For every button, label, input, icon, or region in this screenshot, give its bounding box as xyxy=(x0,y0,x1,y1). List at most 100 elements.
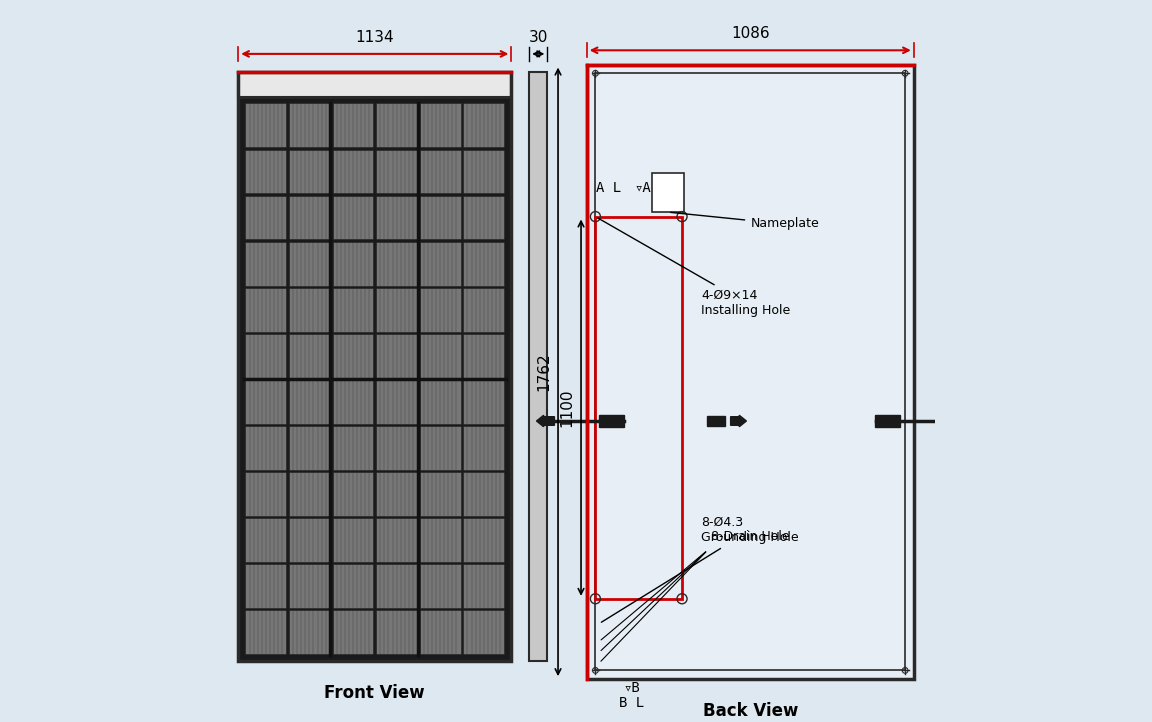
Bar xyxy=(419,149,461,193)
Bar xyxy=(245,518,286,562)
Bar xyxy=(333,564,373,608)
Bar xyxy=(245,334,286,378)
Bar xyxy=(289,287,329,331)
Bar xyxy=(419,242,461,285)
Bar xyxy=(333,196,373,240)
Bar xyxy=(596,74,905,671)
Bar xyxy=(463,518,505,562)
Bar xyxy=(245,610,286,654)
Bar xyxy=(463,196,505,240)
Bar xyxy=(419,426,461,470)
FancyArrow shape xyxy=(946,415,964,427)
Bar xyxy=(333,610,373,654)
Bar xyxy=(419,196,461,240)
Bar xyxy=(238,72,511,661)
Bar xyxy=(463,287,505,331)
Text: B L: B L xyxy=(620,696,644,710)
Text: Front View: Front View xyxy=(325,684,425,703)
Bar xyxy=(289,242,329,285)
Bar xyxy=(463,472,505,516)
FancyArrow shape xyxy=(537,415,554,427)
Bar xyxy=(419,287,461,331)
Bar xyxy=(377,242,417,285)
Bar xyxy=(238,72,511,97)
Text: 1086: 1086 xyxy=(730,26,770,41)
Bar xyxy=(377,426,417,470)
FancyArrow shape xyxy=(730,415,746,427)
Bar xyxy=(245,426,286,470)
Bar xyxy=(245,380,286,424)
Bar xyxy=(596,217,682,599)
Bar xyxy=(419,103,461,147)
Bar xyxy=(377,610,417,654)
Bar xyxy=(377,380,417,424)
Text: 1134: 1134 xyxy=(356,30,394,45)
Bar xyxy=(463,564,505,608)
Bar xyxy=(289,196,329,240)
Text: 1762: 1762 xyxy=(536,352,551,391)
Bar xyxy=(419,564,461,608)
Bar xyxy=(463,426,505,470)
Bar xyxy=(707,416,725,426)
Bar xyxy=(463,149,505,193)
Bar xyxy=(333,426,373,470)
Text: 8-Drain Hole: 8-Drain Hole xyxy=(711,530,790,543)
Text: 8-Ø4.3
Grounding Hole: 8-Ø4.3 Grounding Hole xyxy=(601,516,798,622)
Bar xyxy=(377,149,417,193)
Bar xyxy=(463,334,505,378)
Bar xyxy=(463,380,505,424)
Text: Back View: Back View xyxy=(703,703,798,721)
Bar xyxy=(652,173,684,212)
Text: 1100: 1100 xyxy=(559,388,574,427)
Text: 30: 30 xyxy=(529,30,548,45)
Bar xyxy=(289,426,329,470)
Bar xyxy=(333,103,373,147)
Bar xyxy=(245,103,286,147)
Text: ▿A: ▿A xyxy=(635,180,651,195)
Bar xyxy=(419,380,461,424)
Bar xyxy=(245,149,286,193)
Bar xyxy=(245,564,286,608)
Bar xyxy=(333,334,373,378)
Bar xyxy=(463,103,505,147)
Bar xyxy=(874,415,900,427)
Bar xyxy=(529,72,547,661)
Text: A L: A L xyxy=(596,180,621,195)
Text: Nameplate: Nameplate xyxy=(670,212,819,230)
Bar xyxy=(463,610,505,654)
Bar xyxy=(377,334,417,378)
Bar xyxy=(333,472,373,516)
Bar xyxy=(289,564,329,608)
Bar xyxy=(289,103,329,147)
Bar xyxy=(586,65,914,679)
Bar xyxy=(599,415,624,427)
Bar xyxy=(333,380,373,424)
Bar xyxy=(377,472,417,516)
Bar xyxy=(289,334,329,378)
Bar xyxy=(419,334,461,378)
Bar xyxy=(289,610,329,654)
Bar xyxy=(245,287,286,331)
Text: 4-Ø9×14
Installing Hole: 4-Ø9×14 Installing Hole xyxy=(598,218,790,317)
Text: ▿B: ▿B xyxy=(623,682,641,695)
Bar xyxy=(419,610,461,654)
Bar xyxy=(289,472,329,516)
Bar xyxy=(245,242,286,285)
Bar xyxy=(333,149,373,193)
Bar xyxy=(377,518,417,562)
Bar xyxy=(333,518,373,562)
Bar xyxy=(377,564,417,608)
Bar xyxy=(289,380,329,424)
Bar xyxy=(333,287,373,331)
Bar xyxy=(245,472,286,516)
Bar xyxy=(377,287,417,331)
Bar xyxy=(419,518,461,562)
Bar xyxy=(333,242,373,285)
Bar xyxy=(289,149,329,193)
Bar xyxy=(245,196,286,240)
Bar xyxy=(289,518,329,562)
Bar xyxy=(419,472,461,516)
Bar xyxy=(377,196,417,240)
Bar xyxy=(238,97,511,661)
Bar xyxy=(377,103,417,147)
